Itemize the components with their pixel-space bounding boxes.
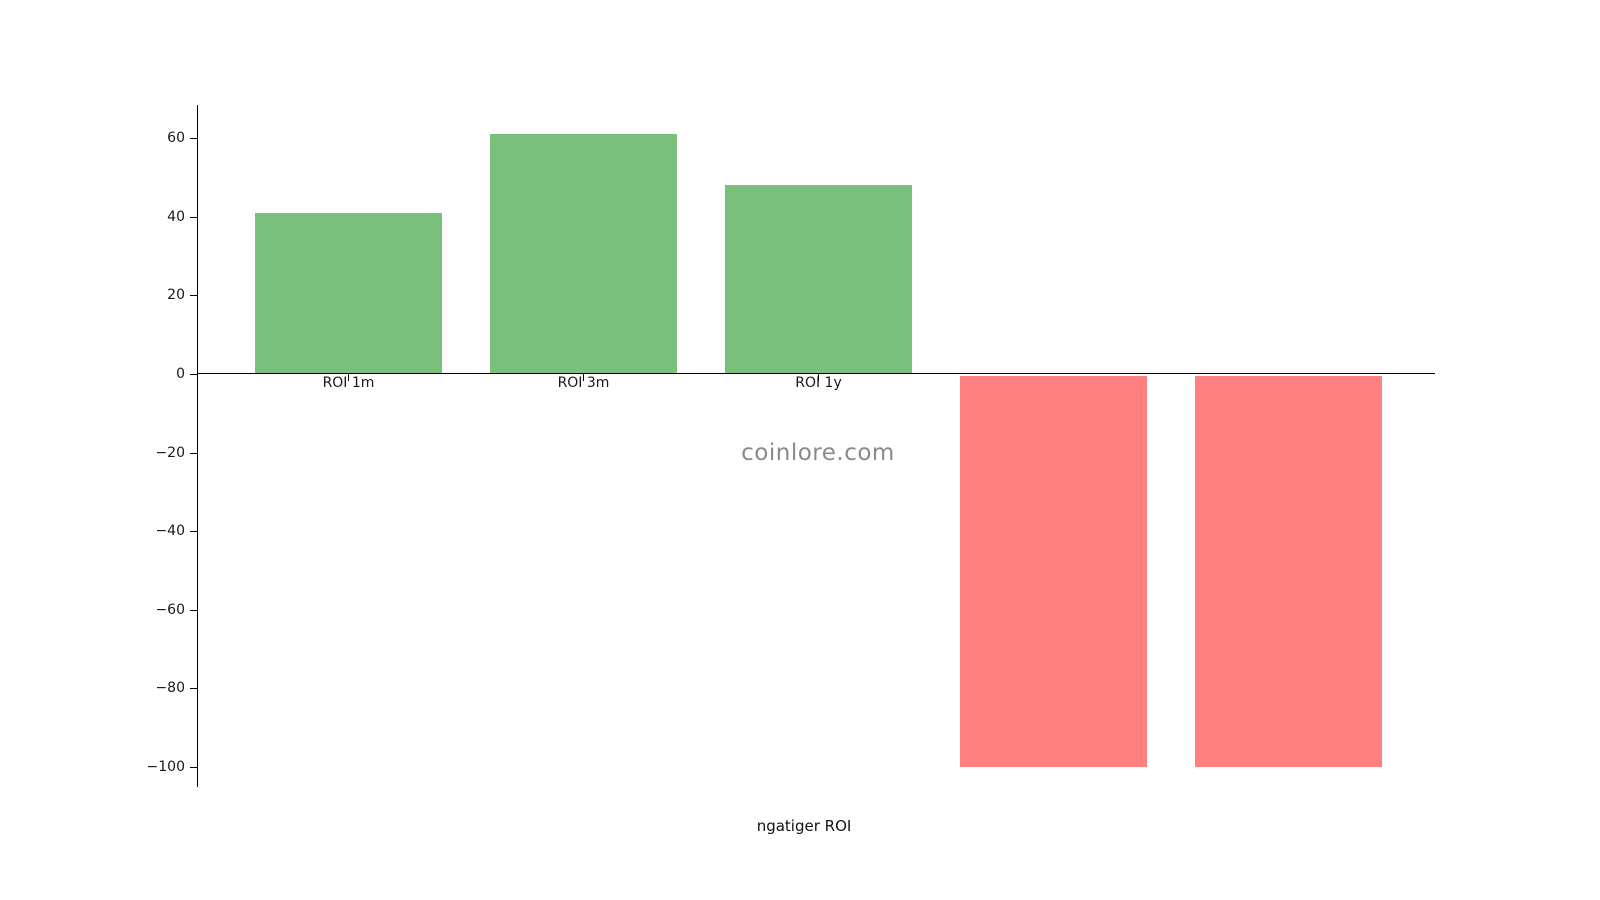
x-tick-label-roi-1m: ROI 1m [322, 375, 375, 391]
bar-roi-1m [255, 212, 442, 374]
y-tick [190, 452, 197, 454]
y-tick [190, 609, 197, 611]
y-tick [190, 138, 197, 140]
x-axis-line [197, 373, 1435, 374]
y-tick-label: 40 [167, 208, 185, 225]
y-axis-spine [197, 105, 198, 787]
y-tick-label: 60 [167, 130, 185, 147]
y-tick-label: 0 [176, 366, 185, 382]
y-tick [190, 295, 197, 297]
y-tick [190, 216, 197, 218]
y-tick [190, 374, 197, 375]
y-tick-label: −20 [155, 444, 185, 461]
y-tick-label: −80 [155, 680, 185, 697]
bar-neg-4 [960, 376, 1147, 767]
x-tick [818, 374, 819, 381]
bar-neg-5 [1195, 376, 1382, 767]
y-tick-label: −40 [155, 523, 185, 540]
y-tick-label: −100 [146, 759, 185, 775]
y-tick [190, 767, 197, 768]
bar-roi-3m [490, 134, 677, 374]
y-tick-label: 20 [167, 287, 185, 304]
y-tick-label: −60 [155, 601, 185, 618]
x-tick-label-roi-3m: ROI 3m [557, 375, 610, 391]
x-tick [348, 374, 349, 381]
watermark-text: coinlore.com [741, 440, 895, 466]
x-axis-title: ngatiger ROI [756, 817, 852, 835]
y-tick [190, 531, 197, 533]
bar-roi-1y [725, 185, 912, 374]
x-tick [583, 374, 584, 381]
x-tick-label-roi-1y: ROI 1y [795, 375, 842, 391]
y-tick [190, 688, 197, 690]
